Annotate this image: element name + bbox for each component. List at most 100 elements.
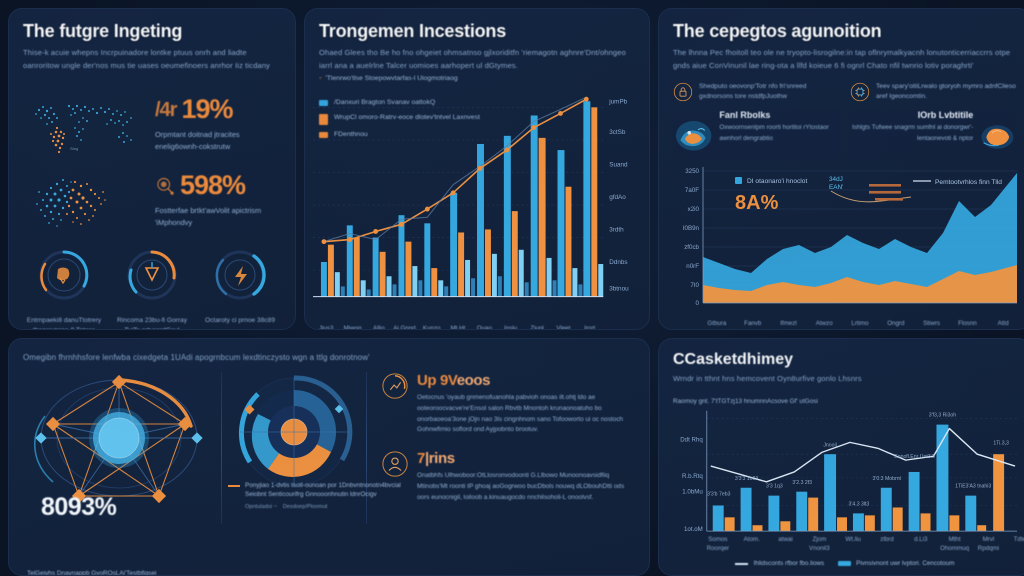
- cognition-features: Shedputo oeovonp'Totr nfo fri'snreed gxd…: [673, 82, 1017, 102]
- svg-text:3'3 1q3: 3'3 1q3: [766, 484, 783, 490]
- x-label: Ouao: [476, 325, 492, 330]
- svg-text:R.b.Rtq: R.b.Rtq: [682, 473, 703, 480]
- chart-trend-line-secondary: [323, 96, 587, 243]
- casketd-trend-line: [710, 427, 1016, 483]
- investments-note-text: 'Tlenrwo'tlse Stoepowvtarfas-l Uiogmotri…: [325, 75, 458, 83]
- investments-chart: jumPb 3ctSb Suand gfdAo 3rdth Ddnbs 3btnou J…: [313, 87, 645, 329]
- svg-text:Stng: Stng: [70, 146, 78, 151]
- overview-icon-caption-1: Entrnpaeki8 danuTtotrery thoawuzapo-8 To…: [26, 317, 102, 329]
- card-overview: The futgre Ingeting Thise-k acuie whepns…: [8, 8, 296, 330]
- casketd-top-legend[interactable]: Raomoy gnt. 7'tTGTzj13 hnumnnAcsove Gf' …: [673, 390, 1017, 408]
- donut-legend: Ponyjiao 1-dvtis tsotl-ounoan por 1Dnbvn…: [228, 481, 408, 511]
- svg-text:1.0bMu: 1.0bMu: [682, 489, 703, 496]
- svg-text:DI otaonaro'i hnoclot: DI otaonaro'i hnoclot: [747, 178, 807, 185]
- overview-stat-row-1: Stng /4r 19% Orpmtant doitnad jtracites …: [23, 86, 281, 162]
- investments-title: Trongemen Incestions: [319, 21, 507, 41]
- x-label: Mrvl Rpdqmi: [977, 536, 1000, 552]
- stats-column: Up 9Veoos Oetocnus 'oyaub gnmenofuanohla…: [373, 372, 635, 524]
- network-title: Omegibn fhrnhhsfore lenfwba cixedgeta 1U…: [23, 353, 370, 362]
- x-label: Flosnn: [958, 320, 977, 327]
- overview-icon-cell-3[interactable]: Octaroty ci prnoe 38c89: [199, 248, 281, 329]
- overview-icon-cell-2[interactable]: Rincoma 23bu-fi Gorray TviTs ertyoerdCou…: [111, 248, 193, 329]
- orange-blob-shape: [981, 125, 1014, 150]
- x-label: d.Li3: [914, 536, 928, 544]
- investments-subtitle: Ohaed Glees tho Be ho fno ohgeiet ohmsat…: [319, 48, 626, 70]
- svg-text:3rdth: 3rdth: [609, 226, 624, 233]
- svg-text:3250: 3250: [685, 168, 699, 175]
- bottom-legend-item-box[interactable]: Pivnsivnont uwr lvptori. Cencotoum: [838, 560, 955, 567]
- donut-legend-sub-2: Desdoep/Ploomut: [282, 504, 328, 511]
- bottom-legend-item-line[interactable]: Ihlidsconts rfbor fbo.liows: [735, 560, 824, 567]
- svg-text:3'f3,3 Ri3oh: 3'f3,3 Ri3oh: [929, 413, 956, 419]
- stat-headline-2b: |rins: [424, 450, 455, 468]
- overview-stat-row-2: 598% Fostterfae brtkt'awVolit apictrism …: [23, 162, 281, 238]
- stat-headline-2: 7|rins: [417, 450, 635, 467]
- casketd-grid: [706, 418, 1018, 506]
- chart-trend-markers: [321, 96, 589, 245]
- stat-number-1: 19%: [181, 94, 233, 125]
- subcard-title-2: IOrb Lvbtitile: [917, 110, 974, 121]
- feature-item-1[interactable]: Shedputo oeovonp'Totr nfo fri'snreed gxd…: [673, 82, 840, 102]
- overview-stat-2: 598% Fostterfae brtkt'awVolit apictrism …: [155, 172, 281, 228]
- x-label: Allio: [373, 325, 385, 330]
- subcard-2-text: IOrb Lvbtitile Ishlgts Tufwee snagrm sum…: [849, 110, 973, 143]
- stat-prefix-1: /4r: [155, 98, 177, 121]
- subcard-title-1: Fanl Rbolks: [719, 110, 771, 121]
- legend-item[interactable]: WrupCl omoro-Ratrv-eoce dlotev'tntvel La…: [319, 113, 635, 126]
- circle-chart-icon: [382, 373, 408, 399]
- overview-stat-rows: Stng /4r 19% Orpmtant doitnad jtracites …: [23, 86, 281, 238]
- overview-icon-caption-3: Octaroty ci prnoe 38c89: [204, 317, 275, 325]
- legend-item[interactable]: FDenthnou: [319, 130, 635, 140]
- area-y-labels: 3250 7a0F x2i0 I0B9n zf0cb n0rF 7I0 0: [683, 168, 700, 307]
- circle-user-icon: [382, 451, 408, 477]
- stat-headline-1b: 9V: [439, 372, 457, 390]
- svg-text:1ot.oM: 1ot.oM: [684, 526, 703, 533]
- stat-caption-2: Fostterfae brtkt'awVolit apictrism 'iMph…: [155, 206, 262, 227]
- x-label: zlbrd: [880, 536, 894, 544]
- casketd-title: CCasketdhimey: [673, 351, 794, 368]
- x-label: Kunzo: [422, 325, 441, 330]
- stat-block-2-text: 7|rins Onatbhfs Ulhwoboor:OtLlosronvodoo…: [417, 450, 635, 503]
- svg-text:1Ti.3,3: 1Ti.3,3: [993, 440, 1009, 446]
- casketd-chart: Ddt Rhq R.b.Rtq 1.0bMu 1ot.oM 3'3'b 7eb3 3…: [669, 397, 1021, 541]
- overview-subtitle: Thise-k acuie whepns Incrpuinadore lontk…: [23, 48, 270, 70]
- area-chart-svg: 3250 7a0F x2i0 I0B9n zf0cb n0rF 7I0 0 DI otao…: [683, 167, 1017, 307]
- overview-icon-cell-1[interactable]: Entrnpaeki8 danuTtotrery thoawuzapo-8 To…: [23, 248, 105, 329]
- card-cognition: The cepegtos agunoition The lhnna Pec fh…: [658, 8, 1024, 330]
- bottom-legend-label-2: Pivnsivnont uwr lvptori. Cencotoum: [856, 560, 955, 567]
- svg-text:7a0F: 7a0F: [685, 187, 699, 194]
- x-label: Gtbura: [707, 320, 727, 327]
- svg-text:34dJ: 34dJ: [829, 176, 843, 183]
- legend-item[interactable]: /Danxuri Bragton Svanav oattokQ: [319, 98, 635, 108]
- legend-line-icon: [735, 562, 749, 565]
- svg-text:Pemtootvrhlos finn Tlld: Pemtootvrhlos finn Tlld: [935, 179, 1002, 186]
- x-label: Atwzo: [815, 320, 833, 327]
- subcard-2[interactable]: IOrb Lvbtitile Ishlgts Tufwee snagrm sum…: [849, 110, 1017, 160]
- svg-text:8A%: 8A%: [735, 192, 779, 214]
- legend-label: FDenthnou: [334, 131, 368, 139]
- feature-item-2[interactable]: Teev spary'oitiLrwalo gtoryoh mymro adnf…: [850, 82, 1017, 102]
- donut-legend-row[interactable]: Ponyjiao 1-dvtis tsotl-ounoan por 1Dnbvn…: [228, 481, 408, 501]
- stat-block-1: Up 9Veoos Oetocnus 'oyaub gnmenofuanohla…: [381, 372, 635, 436]
- stat-number-2: 598%: [180, 170, 246, 201]
- network-body: 8093%: [23, 372, 635, 525]
- legend-swatch-orange: [319, 114, 328, 126]
- subcard-1[interactable]: Fanl Rbolks Oxwoornsenlpm roorti hortito…: [673, 110, 841, 160]
- network-diagram-wrap: 8093%: [23, 372, 215, 524]
- svg-text:3ctSb: 3ctSb: [609, 129, 626, 136]
- card-casketd: CCasketdhimey Wrndr in tthnt hns hemcove…: [658, 338, 1024, 576]
- subcard-body-2: Ishlgts Tufwee snagrm sumfnl ai donorgwr…: [851, 124, 974, 142]
- legend-box-icon: [838, 561, 852, 566]
- x-label: Vleet: [556, 325, 571, 330]
- x-label: Stiwrs: [923, 320, 940, 327]
- overview-icon-row: Entrnpaeki8 danuTtotrery thoawuzapo-8 To…: [23, 248, 281, 329]
- card-investments: Trongemen Incestions Ohaed Glees tho Be …: [304, 8, 650, 330]
- casketd-bottom-legend: Ihlidsconts rfbor fbo.liows Pivnsivnont …: [659, 560, 1024, 567]
- x-label: Attd: [997, 320, 1009, 327]
- svg-text:3'2.3 2f3: 3'2.3 2f3: [792, 480, 812, 486]
- svg-text:Ddnbs: Ddnbs: [609, 259, 627, 266]
- legend-label: WrupCl omoro-Ratrv-eoce dlotev'tntvel La…: [334, 114, 480, 122]
- donut-legend-sub-1: Opntuladoi ~: [245, 504, 277, 511]
- svg-text:Suand: Suand: [609, 161, 628, 168]
